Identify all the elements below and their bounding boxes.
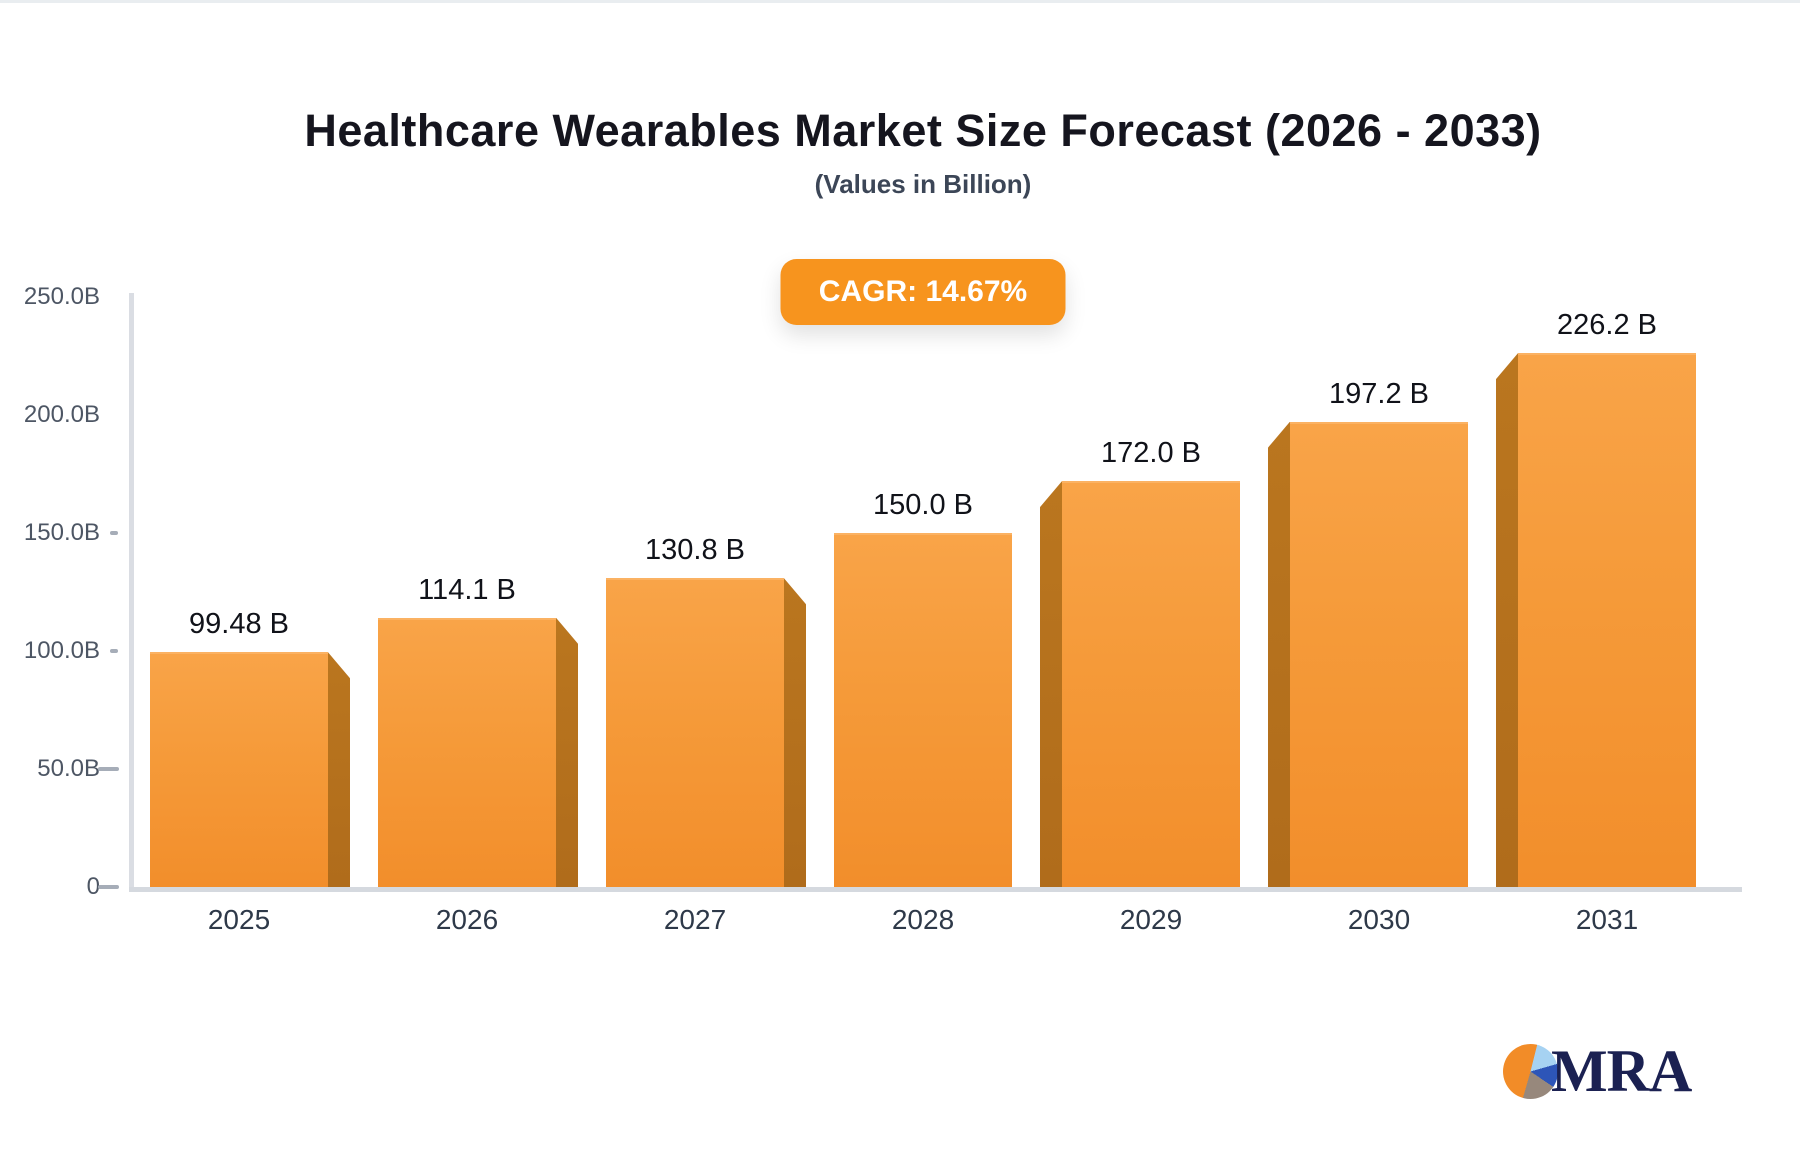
x-axis-label: 2031 (1575, 904, 1639, 935)
y-tick-label: 200.0B (23, 401, 100, 428)
brand-logo-text: MRA (1551, 1037, 1692, 1104)
y-tick-mark (98, 767, 119, 771)
bar-2028 (834, 533, 1012, 887)
cagr-badge: CAGR: 14.67% (780, 259, 1066, 325)
bar-value-label: 150.0 B (873, 489, 973, 521)
bar-value-label: 99.48 B (189, 608, 289, 641)
y-tick-label: 150.0B (23, 519, 100, 546)
bar-value-label: 197.2 B (1329, 377, 1429, 410)
bar-chart: 250.0B 200.0B 150.0B 100.0B 50.0B 0 99.48 B 202… (0, 3, 1800, 1159)
x-axis-label: 2025 (207, 904, 271, 935)
y-tick-mark (98, 885, 119, 889)
bar-2026 (378, 617, 556, 887)
bar-2030 (1290, 421, 1468, 887)
bar-side-face (1040, 481, 1062, 887)
y-axis-line (129, 293, 134, 889)
bar-value-label: 114.1 B (418, 573, 516, 606)
x-axis-line (129, 887, 1742, 892)
bar-side-face (1268, 421, 1290, 887)
pie-chart-logo-icon (1503, 1043, 1558, 1099)
y-tick-label: 250.0B (23, 283, 100, 310)
x-axis-label: 2027 (663, 904, 727, 935)
x-axis-label: 2026 (435, 904, 499, 935)
bar-value-label: 130.8 B (645, 534, 745, 567)
x-axis-label: 2030 (1347, 904, 1411, 935)
x-axis-label: 2029 (1119, 904, 1183, 935)
x-axis-label: 2028 (891, 904, 955, 935)
brand-logo: MRA (1503, 1037, 1692, 1104)
bar-side-face (328, 652, 350, 887)
bar-value-label: 226.2 B (1557, 309, 1657, 342)
bar-2029 (1062, 481, 1240, 887)
chart-title: Healthcare Wearables Market Size Forecas… (304, 105, 1542, 156)
bar-side-face (556, 617, 578, 887)
y-tick-mark (110, 649, 118, 653)
y-tick-mark (110, 531, 118, 535)
bar-side-face (1496, 353, 1518, 887)
bar-2025 (150, 652, 328, 887)
bar-2027 (606, 578, 784, 887)
y-tick-label: 0 (86, 873, 100, 900)
bar-value-label: 172.0 B (1101, 437, 1201, 470)
chart-subtitle: (Values in Billion) (814, 169, 1032, 199)
y-tick-label: 50.0B (37, 755, 100, 782)
bar-side-face (784, 578, 806, 887)
y-tick-label: 100.0B (23, 637, 100, 664)
bar-2031 (1518, 353, 1696, 887)
